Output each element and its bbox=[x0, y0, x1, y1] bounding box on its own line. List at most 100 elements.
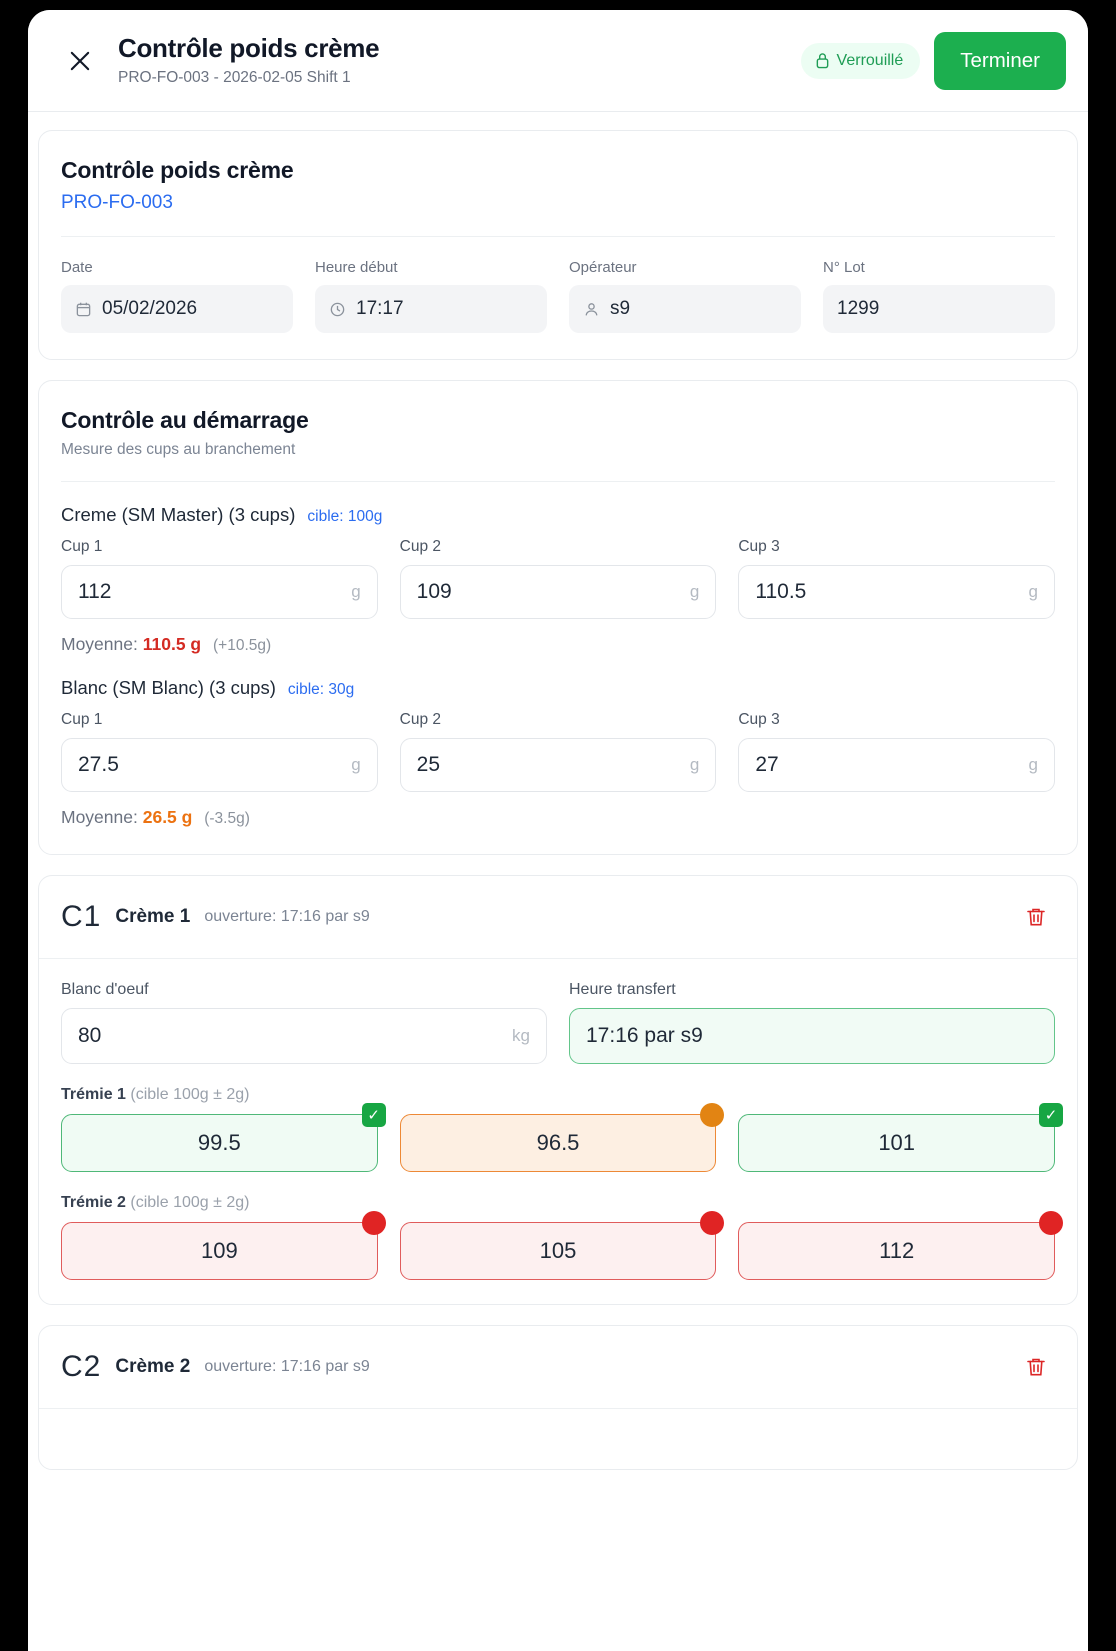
cup-input[interactable]: 109 g bbox=[399, 565, 717, 619]
tremie-value-input[interactable]: 109 bbox=[61, 1222, 378, 1280]
cup-label: Cup 1 bbox=[61, 538, 103, 555]
cup-field: Cup 2 25 g bbox=[399, 711, 717, 792]
average-label: Moyenne: bbox=[61, 634, 138, 654]
meta-field-start-time: Heure début 17:17 bbox=[315, 259, 547, 333]
cup-group-creme: Creme (SM Master) (3 cups) cible: 100g C… bbox=[61, 482, 1056, 655]
tremie-value-input[interactable]: 99.5 bbox=[61, 1114, 378, 1172]
meta-field-operator: Opérateur s9 bbox=[569, 259, 801, 333]
cup-input[interactable]: 112 g bbox=[61, 565, 378, 619]
delete-creme-button[interactable] bbox=[1017, 898, 1055, 936]
divider bbox=[61, 236, 1055, 237]
lock-badge-label: Verrouillé bbox=[836, 51, 904, 69]
trash-icon bbox=[1024, 905, 1048, 929]
cups-row: Cup 1 112 g Cup 2 109 g bbox=[61, 538, 1056, 619]
tremie-value-input[interactable]: 96.5 bbox=[399, 1114, 717, 1172]
creme-fields-row: Blanc d'oeuf 80 kg Heure transfert 17:16… bbox=[61, 959, 1055, 1064]
calendar-icon bbox=[75, 301, 92, 318]
tremie-value-input[interactable]: 112 bbox=[738, 1222, 1056, 1280]
start-time-input[interactable]: 17:17 bbox=[315, 285, 547, 333]
app-window: Contrôle poids crème PRO-FO-003 - 2026-0… bbox=[28, 10, 1088, 1651]
cup-value: 110.5 bbox=[755, 580, 807, 603]
delete-creme-button[interactable] bbox=[1017, 1348, 1055, 1386]
tremie-value-input[interactable]: 105 bbox=[399, 1222, 717, 1280]
check-icon: ✓ bbox=[361, 1103, 386, 1127]
creme-name: Crème 2 bbox=[115, 1356, 191, 1377]
trash-icon bbox=[1024, 1355, 1048, 1379]
date-value: 05/02/2026 bbox=[102, 298, 198, 319]
cup-label: Cup 2 bbox=[399, 711, 442, 728]
cup-label: Cup 3 bbox=[738, 711, 780, 728]
warning-dot-icon bbox=[700, 1103, 725, 1127]
operator-input[interactable]: s9 bbox=[569, 285, 801, 333]
cup-group-target: cible: 100g bbox=[307, 508, 383, 525]
meta-label-operator: Opérateur bbox=[569, 259, 637, 276]
average-line: Moyenne: 26.5 g (-3.5g) bbox=[61, 807, 1055, 828]
cup-value: 27 bbox=[755, 753, 779, 776]
average-value: 26.5 g bbox=[142, 807, 193, 827]
tremie2-label: Trémie 2 (cible 100g ± 2g) bbox=[61, 1194, 1055, 1212]
cup-value: 27.5 bbox=[78, 753, 119, 776]
cup-value: 112 bbox=[78, 580, 112, 603]
heure-transfert-label: Heure transfert bbox=[569, 981, 676, 998]
error-dot-icon bbox=[700, 1211, 725, 1235]
date-input[interactable]: 05/02/2026 bbox=[61, 285, 293, 333]
heure-transfert-input[interactable]: 17:16 par s9 bbox=[569, 1008, 1055, 1064]
cup-field: Cup 1 27.5 g bbox=[61, 711, 378, 792]
average-label: Moyenne: bbox=[61, 807, 138, 827]
cup-group-target: cible: 30g bbox=[287, 681, 355, 698]
tremie-cell: 109 bbox=[61, 1211, 386, 1280]
cup-group-header: Blanc (SM Blanc) (3 cups) cible: 30g bbox=[61, 677, 1055, 699]
meta-label-date: Date bbox=[61, 259, 93, 276]
info-card: Contrôle poids crème PRO-FO-003 Date bbox=[38, 130, 1078, 360]
info-card-title: Contrôle poids crème bbox=[61, 157, 294, 183]
cup-field: Cup 1 112 g bbox=[61, 538, 378, 619]
cup-value: 25 bbox=[416, 753, 441, 776]
cup-input[interactable]: 25 g bbox=[399, 738, 717, 792]
error-dot-icon bbox=[361, 1211, 386, 1235]
finish-button[interactable]: Terminer bbox=[934, 31, 1066, 90]
meta-label-lot: N° Lot bbox=[823, 259, 865, 276]
cup-input[interactable]: 27.5 g bbox=[61, 738, 378, 792]
cup-input[interactable]: 110.5 g bbox=[738, 565, 1056, 619]
meta-fields-row: Date 05/02/2026 bbox=[61, 237, 1055, 333]
close-button[interactable] bbox=[56, 37, 104, 85]
tremie-cell: 112 bbox=[738, 1211, 1064, 1280]
lot-value: 1299 bbox=[837, 298, 880, 319]
cup-label: Cup 2 bbox=[399, 538, 442, 555]
creme-badge: C1 bbox=[61, 900, 102, 933]
tremie2-target: (cible 100g ± 2g) bbox=[130, 1194, 250, 1211]
average-delta: (-3.5g) bbox=[204, 810, 250, 827]
blanc-oeuf-input[interactable]: 80 kg bbox=[61, 1008, 547, 1064]
creme-card-body: Blanc d'oeuf 80 kg Heure transfert 17:16… bbox=[39, 959, 1077, 1304]
operator-value: s9 bbox=[610, 298, 631, 319]
cup-unit: g bbox=[689, 755, 700, 774]
info-card-code-link[interactable]: PRO-FO-003 bbox=[61, 192, 173, 213]
blanc-oeuf-unit: kg bbox=[512, 1026, 530, 1045]
cup-group-name: Blanc (SM Blanc) (3 cups) bbox=[61, 677, 276, 698]
tremie-value-input[interactable]: 101 bbox=[738, 1114, 1056, 1172]
cup-input[interactable]: 27 g bbox=[738, 738, 1056, 792]
heure-transfert-value: 17:16 par s9 bbox=[586, 1024, 703, 1047]
lock-icon bbox=[815, 52, 830, 69]
divider bbox=[39, 1408, 1077, 1409]
cups-row: Cup 1 27.5 g Cup 2 25 g bbox=[61, 711, 1056, 792]
clock-icon bbox=[329, 301, 346, 318]
cup-unit: g bbox=[351, 582, 361, 601]
creme-card-header: C1 Crème 1 ouverture: 17:16 par s9 bbox=[39, 876, 1077, 936]
lock-status-badge: Verrouillé bbox=[800, 42, 921, 79]
tremie-cell: 99.5 ✓ bbox=[61, 1103, 386, 1172]
creme-opening-info: ouverture: 17:16 par s9 bbox=[204, 1358, 370, 1375]
cup-field: Cup 3 27 g bbox=[738, 711, 1056, 792]
page-title: Contrôle poids crème bbox=[118, 32, 380, 63]
creme-card-header: C2 Crème 2 ouverture: 17:16 par s9 bbox=[39, 1326, 1077, 1386]
tremie1-label: Trémie 1 (cible 100g ± 2g) bbox=[61, 1086, 1055, 1104]
cup-group-name: Creme (SM Master) (3 cups) bbox=[61, 504, 296, 525]
creme-card-c2: C2 Crème 2 ouverture: 17:16 par s9 bbox=[38, 1325, 1078, 1470]
creme-badge: C2 bbox=[61, 1350, 102, 1383]
meta-field-date: Date 05/02/2026 bbox=[61, 259, 293, 333]
tremie1-name: Trémie 1 bbox=[61, 1086, 126, 1103]
creme-opening-info: ouverture: 17:16 par s9 bbox=[204, 908, 370, 925]
startup-card-title: Contrôle au démarrage bbox=[61, 407, 309, 433]
lot-input[interactable]: 1299 bbox=[823, 285, 1055, 333]
tremie1-target: (cible 100g ± 2g) bbox=[130, 1086, 250, 1103]
